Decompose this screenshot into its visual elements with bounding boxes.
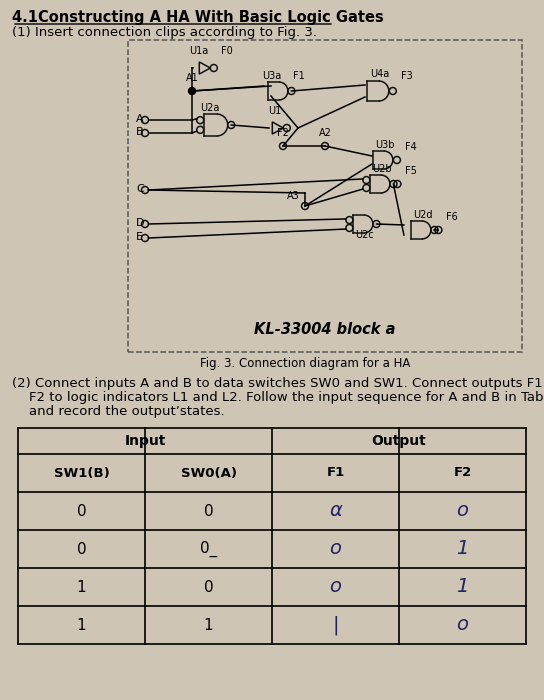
Text: U2c: U2c [356, 230, 374, 240]
Text: F2: F2 [453, 466, 472, 480]
Text: SW1(B): SW1(B) [54, 466, 109, 480]
Text: Input: Input [125, 434, 166, 448]
Text: F1: F1 [293, 71, 305, 81]
Text: 0: 0 [77, 503, 86, 519]
Text: F0: F0 [221, 46, 233, 56]
Text: SW0(A): SW0(A) [181, 466, 237, 480]
Text: (2) Connect inputs A and B to data switches SW0 and SW1. Connect outputs F1 and: (2) Connect inputs A and B to data switc… [12, 377, 544, 390]
Text: B: B [136, 127, 144, 137]
Text: 0: 0 [203, 503, 213, 519]
Text: 1: 1 [456, 540, 469, 559]
Text: o: o [330, 540, 342, 559]
Text: A: A [136, 114, 144, 124]
Text: D: D [136, 218, 145, 228]
Text: F5: F5 [405, 166, 417, 176]
Text: U2d: U2d [413, 210, 432, 220]
Text: E: E [136, 232, 143, 242]
Text: F4: F4 [405, 142, 417, 152]
Text: KL-33004 block a: KL-33004 block a [254, 323, 395, 337]
Text: C: C [136, 184, 144, 194]
Text: Fig. 3. Connection diagram for a HA: Fig. 3. Connection diagram for a HA [200, 358, 410, 370]
Text: o: o [330, 578, 342, 596]
Text: o: o [456, 615, 468, 634]
Text: F2 to logic indicators L1 and L2. Follow the input sequence for A and B in Table: F2 to logic indicators L1 and L2. Follow… [12, 391, 544, 404]
Text: |: | [332, 615, 339, 635]
Text: U1: U1 [268, 106, 282, 116]
Bar [128, 40, 522, 352]
Text: F1: F1 [326, 466, 345, 480]
Text: U2b: U2b [372, 164, 392, 174]
Text: F2: F2 [277, 128, 289, 138]
Circle shape [189, 88, 195, 94]
Text: U3a: U3a [262, 71, 282, 81]
Text: 1: 1 [456, 578, 469, 596]
Text: Output: Output [372, 434, 426, 448]
Text: U4a: U4a [370, 69, 390, 79]
Text: 4.1Constructing A HA With Basic Logic Gates: 4.1Constructing A HA With Basic Logic Ga… [12, 10, 384, 25]
Text: (1) Insert connection clips according to Fig. 3.: (1) Insert connection clips according to… [12, 26, 317, 39]
Text: 1: 1 [203, 617, 213, 633]
Text: o: o [456, 501, 468, 521]
Text: 1: 1 [77, 580, 86, 594]
Text: U1a: U1a [189, 46, 209, 56]
Text: A1: A1 [186, 73, 199, 83]
Text: 0: 0 [77, 542, 86, 557]
Text: A2: A2 [319, 128, 331, 138]
Text: α: α [329, 501, 342, 521]
Text: U2a: U2a [200, 103, 220, 113]
Text: F3: F3 [401, 71, 412, 81]
Text: 0_: 0_ [200, 541, 217, 557]
Text: 1: 1 [77, 617, 86, 633]
Text: A3: A3 [287, 191, 299, 201]
Text: U3b: U3b [375, 140, 395, 150]
Text: F6: F6 [447, 212, 458, 222]
Text: 0: 0 [203, 580, 213, 594]
Text: and record the outputʼstates.: and record the outputʼstates. [12, 405, 225, 418]
